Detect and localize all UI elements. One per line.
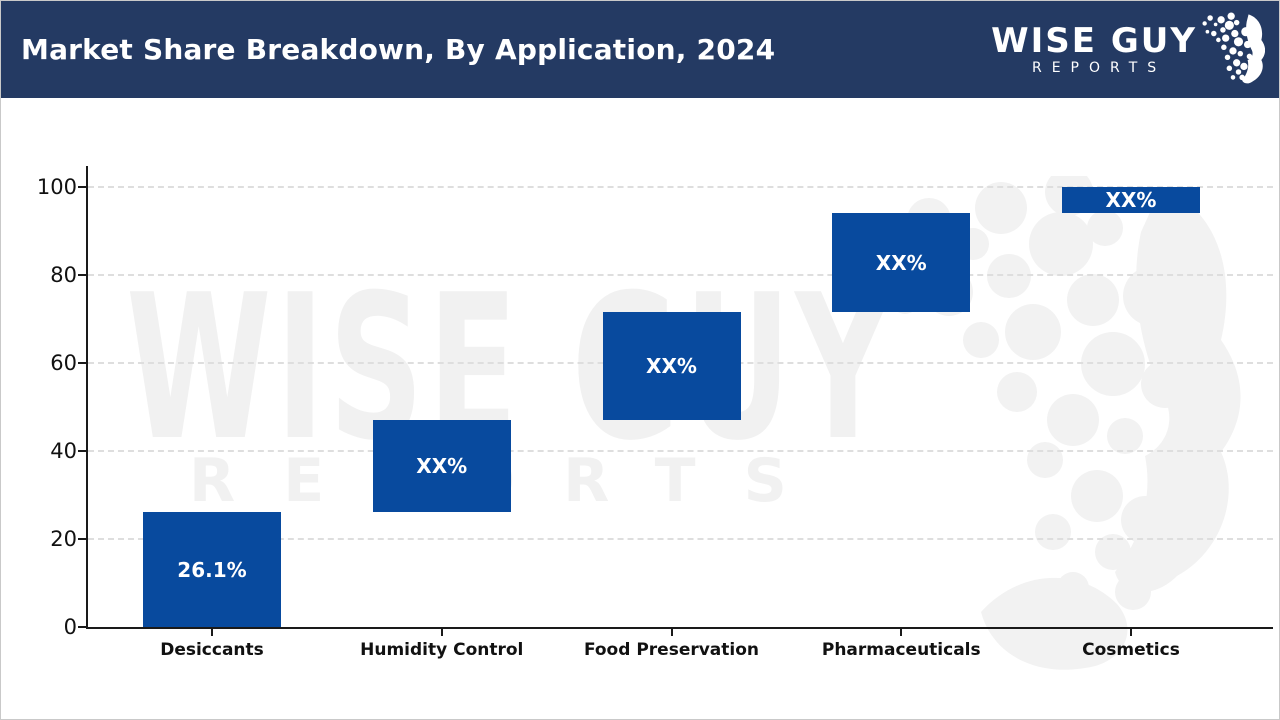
- bar-value-label: XX%: [875, 250, 927, 275]
- y-tick-label: 20: [50, 527, 77, 551]
- bar-value-label: XX%: [1105, 188, 1157, 213]
- y-tick-mark: [78, 186, 86, 188]
- logo-head-icon: [1202, 12, 1265, 83]
- logo-wordmark: WISE GUY REPORTS: [991, 24, 1197, 75]
- bar-pharmaceuticals: XX%: [832, 213, 971, 313]
- y-tick-label: 100: [36, 175, 77, 199]
- logo-text-reports: REPORTS: [1031, 60, 1167, 76]
- x-tick-label: Pharmaceuticals: [821, 640, 981, 660]
- gridline: [88, 538, 1273, 540]
- y-tick-mark: [78, 626, 86, 628]
- x-tick-mark: [670, 629, 673, 636]
- y-tick-label: 40: [50, 439, 77, 463]
- x-tick-mark: [900, 629, 903, 636]
- gridline: [88, 450, 1273, 452]
- y-tick-label: 80: [50, 263, 77, 287]
- x-tick-mark: [1130, 629, 1132, 636]
- logo: WISE GUY REPORTS: [991, 12, 1279, 88]
- y-tick-mark: [78, 362, 86, 364]
- x-axis: [86, 627, 1273, 629]
- y-axis: [86, 166, 88, 629]
- x-tick-mark: [211, 629, 213, 636]
- bar-cosmetics: XX%: [1062, 187, 1200, 214]
- x-tick-label: Cosmetics: [1082, 640, 1180, 660]
- x-tick-mark: [440, 629, 443, 636]
- y-tick-mark: [78, 538, 86, 540]
- bar-value-label: XX%: [646, 354, 697, 379]
- bar-desiccants: 26.1%: [143, 512, 281, 627]
- gridline: [88, 186, 1273, 188]
- y-tick-mark: [78, 450, 86, 452]
- gridline: [88, 274, 1273, 276]
- header-bar: Market Share Breakdown, By Application, …: [1, 1, 1279, 98]
- bar-food-preservation: XX%: [602, 312, 741, 421]
- bar-value-label: 26.1%: [177, 557, 247, 582]
- watermark-head-icon: [873, 176, 1241, 670]
- x-tick-label: Desiccants: [160, 640, 264, 660]
- y-tick-mark: [78, 274, 86, 276]
- bar-value-label: XX%: [416, 454, 468, 479]
- x-tick-label: Food Preservation: [583, 640, 760, 660]
- x-tick-label: Humidity Control: [360, 640, 524, 660]
- logo-text-wiseguy: WISE GUY: [991, 21, 1197, 61]
- bar-humidity-control: XX%: [372, 420, 511, 513]
- page-title: Market Share Breakdown, By Application, …: [21, 33, 776, 66]
- y-tick-label: 0: [63, 615, 77, 639]
- y-tick-label: 60: [50, 351, 77, 375]
